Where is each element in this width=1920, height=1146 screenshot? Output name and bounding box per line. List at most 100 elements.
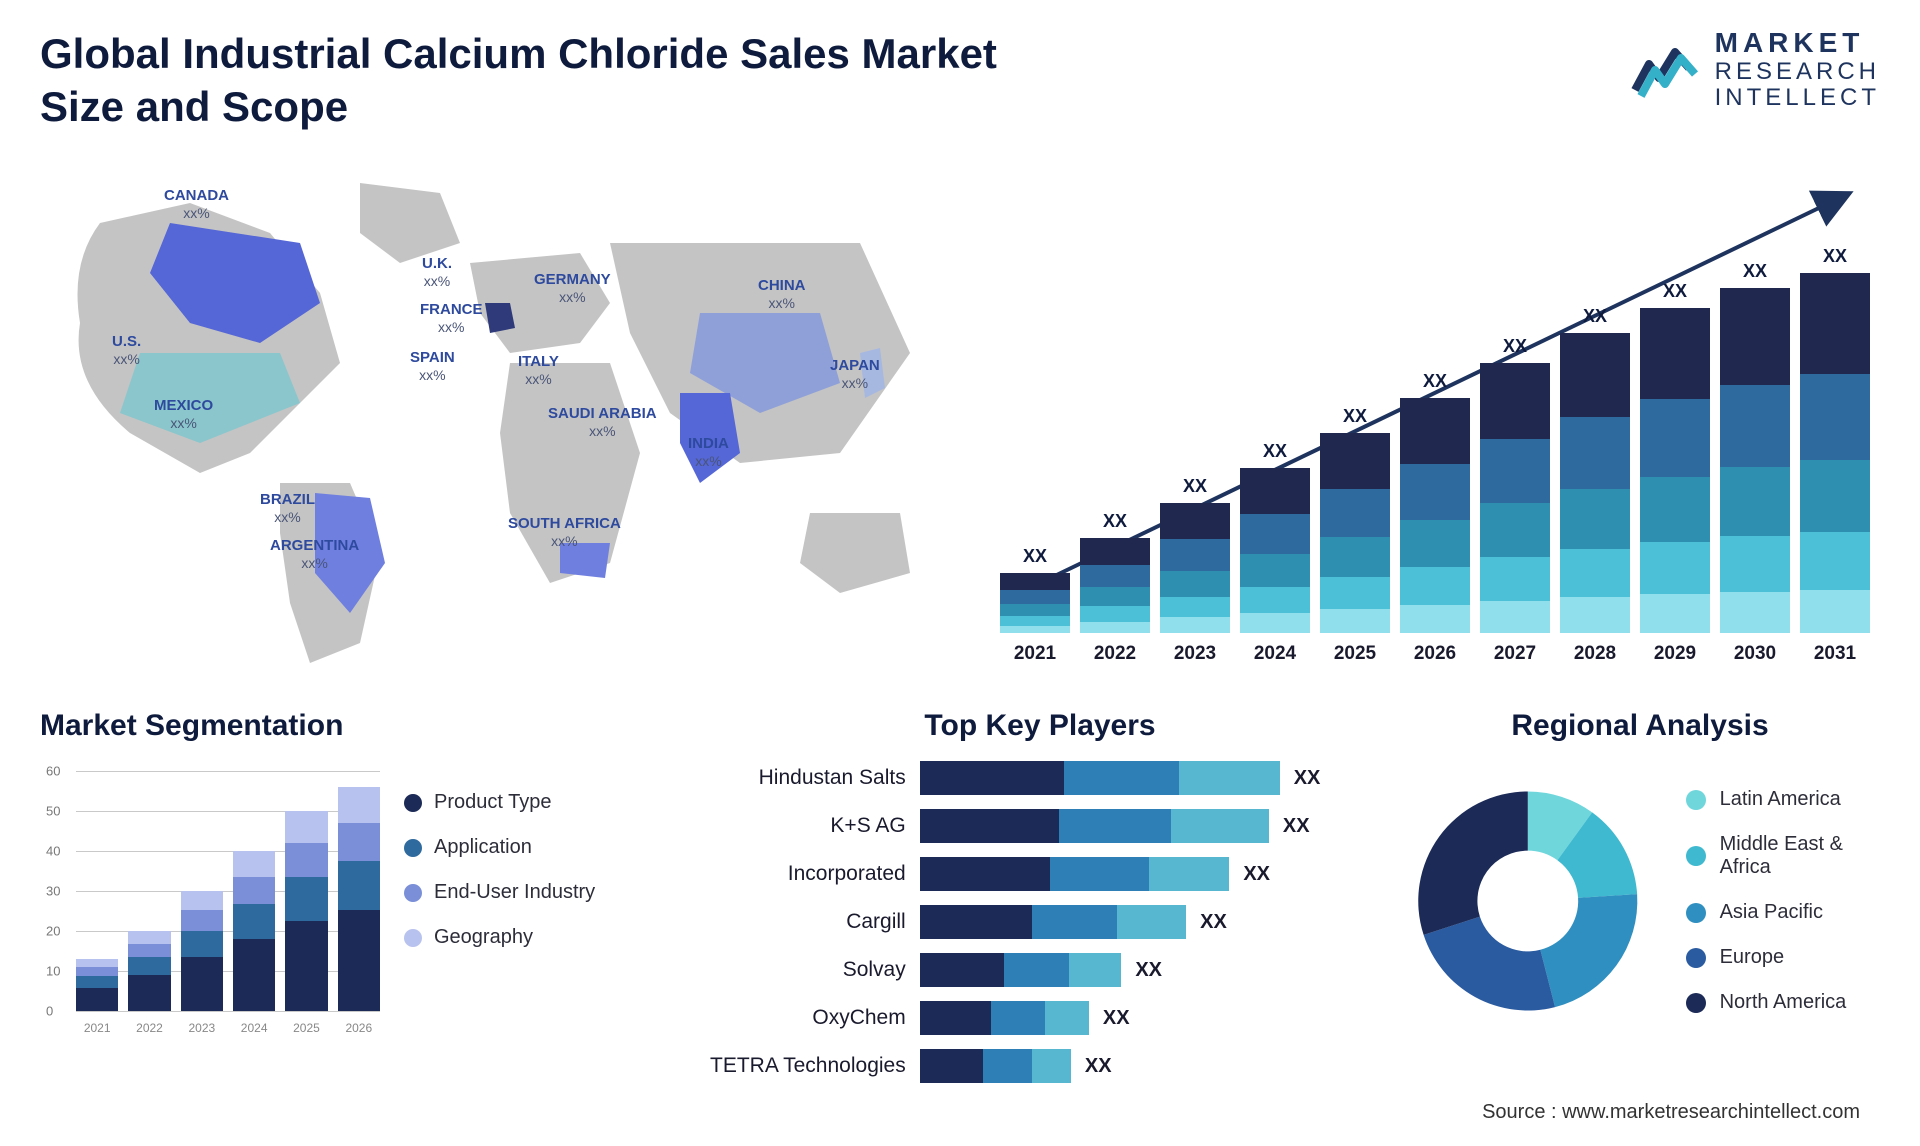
- growth-bar-seg: [1160, 571, 1230, 597]
- country-name: CHINA: [758, 277, 806, 294]
- country-name: ARGENTINA: [270, 537, 359, 554]
- growth-bar-seg: [1640, 308, 1710, 399]
- country-name: BRAZIL: [260, 491, 315, 508]
- country-name: SAUDI ARABIA: [548, 405, 657, 422]
- seg-ytick: 60: [46, 764, 60, 779]
- growth-bar-seg: [1720, 385, 1790, 468]
- growth-bar-seg: [1640, 594, 1710, 633]
- legend-dot: [404, 929, 422, 947]
- growth-bar: XX: [1720, 261, 1790, 633]
- player-bar-seg: [991, 1001, 1045, 1035]
- growth-bar-seg: [1400, 605, 1470, 633]
- seg-ytick: 40: [46, 844, 60, 859]
- growth-bar: XX: [1320, 406, 1390, 633]
- legend-label: Middle East & Africa: [1720, 833, 1880, 879]
- country-name: FRANCE: [420, 301, 483, 318]
- logo-text: MARKET RESEARCH INTELLECT: [1715, 28, 1880, 112]
- growth-bar-seg: [1640, 542, 1710, 594]
- growth-year-label: 2023: [1160, 643, 1230, 665]
- growth-bar-seg: [1480, 557, 1550, 600]
- country-pct: xx%: [112, 351, 141, 368]
- player-bar-seg: [920, 809, 1060, 843]
- player-bar: [920, 1049, 1071, 1083]
- seg-bar-seg: [338, 910, 380, 1011]
- player-value: XX: [1103, 1007, 1130, 1030]
- growth-bar-seg: [1080, 622, 1150, 633]
- country-pct: xx%: [410, 367, 455, 384]
- seg-ytick: 50: [46, 804, 60, 819]
- player-label: TETRA Technologies: [710, 1049, 906, 1083]
- growth-bar-value: XX: [1423, 371, 1447, 392]
- growth-bar-seg: [1080, 606, 1150, 621]
- growth-year-label: 2029: [1640, 643, 1710, 665]
- seg-bar: [338, 787, 380, 1011]
- growth-bar-seg: [1800, 532, 1870, 590]
- seg-bar: [233, 851, 275, 1011]
- top-row: CANADAxx%U.S.xx%MEXICOxx%BRAZILxx%ARGENT…: [40, 153, 1880, 673]
- map-label: JAPANxx%: [830, 357, 880, 392]
- country-name: SOUTH AFRICA: [508, 515, 621, 532]
- map-label: SPAINxx%: [410, 349, 455, 384]
- seg-xtick: 2022: [128, 1021, 170, 1035]
- player-bar: [920, 809, 1269, 843]
- gridline: [76, 1011, 380, 1012]
- growth-bar-value: XX: [1503, 336, 1527, 357]
- player-row: XX: [920, 809, 1370, 843]
- country-pct: xx%: [830, 375, 880, 392]
- header: Global Industrial Calcium Chloride Sales…: [40, 28, 1880, 133]
- players-panel: Top Key Players Hindustan SaltsK+S AGInc…: [710, 709, 1370, 1083]
- player-row: XX: [920, 953, 1370, 987]
- seg-legend-item: End-User Industry: [404, 881, 595, 904]
- growth-bar: XX: [1000, 546, 1070, 633]
- country-name: ITALY: [518, 353, 559, 370]
- player-bar-seg: [1064, 761, 1179, 795]
- growth-bar-seg: [1720, 288, 1790, 385]
- player-value: XX: [1283, 815, 1310, 838]
- map-label: FRANCExx%: [420, 301, 483, 336]
- seg-bar-seg: [285, 921, 327, 1011]
- growth-bar-seg: [1400, 567, 1470, 605]
- growth-bar-seg: [1480, 363, 1550, 439]
- growth-bar-seg: [1080, 538, 1150, 565]
- player-bar-seg: [1171, 809, 1269, 843]
- regional-title: Regional Analysis: [1400, 709, 1880, 743]
- country-name: SPAIN: [410, 349, 455, 366]
- regional-panel: Regional Analysis Latin AmericaMiddle Ea…: [1400, 709, 1880, 1083]
- growth-year-label: 2027: [1480, 643, 1550, 665]
- country-pct: xx%: [154, 415, 213, 432]
- growth-bar-seg: [1560, 417, 1630, 489]
- growth-bar-seg: [1400, 520, 1470, 567]
- growth-bar-seg: [1400, 464, 1470, 520]
- map-label: SAUDI ARABIAxx%: [548, 405, 657, 440]
- country-name: INDIA: [688, 435, 729, 452]
- seg-xtick: 2024: [233, 1021, 275, 1035]
- country-name: U.K.: [422, 255, 452, 272]
- country-pct: xx%: [420, 319, 483, 336]
- growth-bar-value: XX: [1743, 261, 1767, 282]
- page-title: Global Industrial Calcium Chloride Sales…: [40, 28, 1040, 133]
- seg-bar-seg: [128, 944, 170, 958]
- country-name: JAPAN: [830, 357, 880, 374]
- seg-bar-seg: [233, 904, 275, 939]
- country-pct: xx%: [548, 423, 657, 440]
- map-label: MEXICOxx%: [154, 397, 213, 432]
- seg-xtick: 2025: [285, 1021, 327, 1035]
- seg-bar: [76, 959, 118, 1011]
- growth-bar-seg: [1240, 613, 1310, 633]
- seg-bar-seg: [233, 939, 275, 1011]
- growth-bar-seg: [1640, 477, 1710, 542]
- player-value: XX: [1243, 863, 1270, 886]
- bottom-row: Market Segmentation 0102030405060 202120…: [40, 709, 1880, 1083]
- seg-bar-seg: [233, 877, 275, 904]
- growth-bar: XX: [1480, 336, 1550, 633]
- map-label: ITALYxx%: [518, 353, 559, 388]
- growth-bar-seg: [1000, 573, 1070, 590]
- seg-bar-seg: [338, 861, 380, 910]
- player-label: Incorporated: [788, 857, 906, 891]
- growth-year-label: 2030: [1720, 643, 1790, 665]
- player-bar: [920, 1001, 1089, 1035]
- country-pct: xx%: [688, 453, 729, 470]
- seg-bar-seg: [285, 811, 327, 843]
- growth-bar-value: XX: [1343, 406, 1367, 427]
- growth-bar-seg: [1240, 468, 1310, 514]
